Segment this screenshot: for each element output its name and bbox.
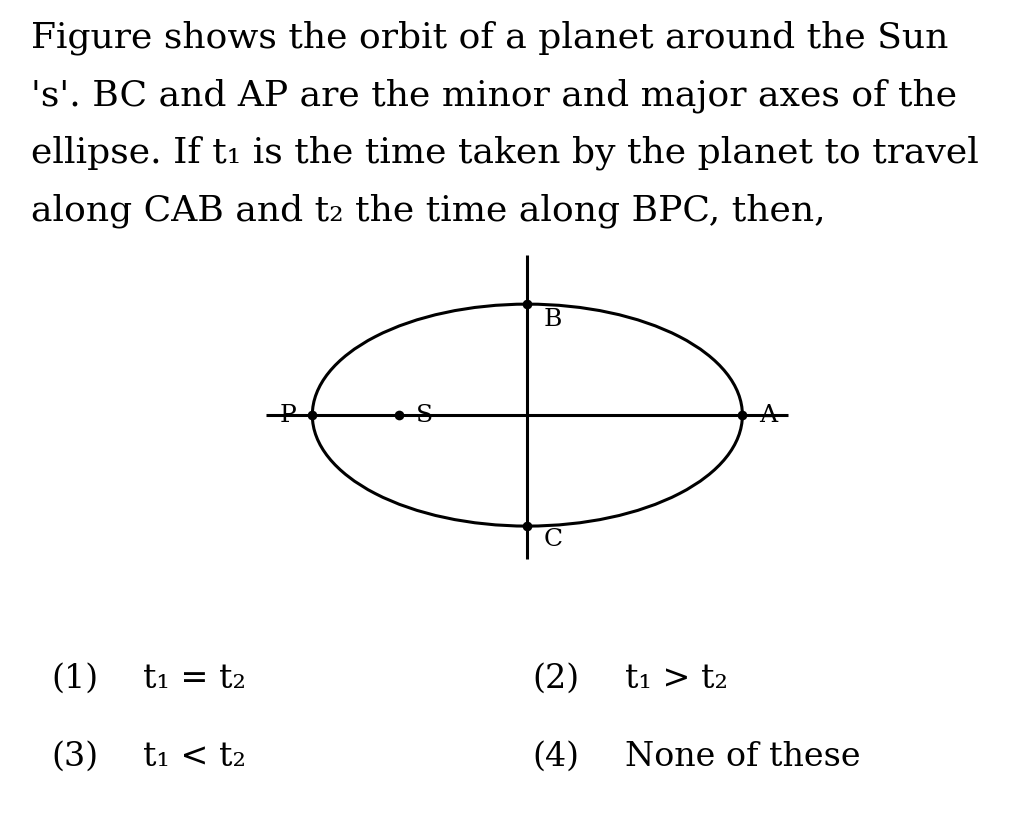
Text: along CAB and t₂ the time along BPC, then,: along CAB and t₂ the time along BPC, the…	[31, 193, 825, 228]
Text: t₁ < t₂: t₁ < t₂	[143, 741, 247, 773]
Text: None of these: None of these	[625, 741, 860, 773]
Text: B: B	[544, 308, 562, 331]
Text: P: P	[280, 404, 296, 427]
Text: C: C	[544, 528, 563, 551]
Text: (2): (2)	[532, 663, 580, 695]
Text: ellipse. If t₁ is the time taken by the planet to travel: ellipse. If t₁ is the time taken by the …	[31, 136, 979, 170]
Text: t₁ = t₂: t₁ = t₂	[143, 663, 247, 695]
Text: 's'. BC and AP are the minor and major axes of the: 's'. BC and AP are the minor and major a…	[31, 78, 956, 113]
Text: t₁ > t₂: t₁ > t₂	[625, 663, 728, 695]
Text: A: A	[759, 404, 777, 427]
Text: Figure shows the orbit of a planet around the Sun: Figure shows the orbit of a planet aroun…	[31, 21, 948, 55]
Text: S: S	[416, 404, 433, 427]
Text: (1): (1)	[51, 663, 98, 695]
Text: (3): (3)	[51, 741, 98, 773]
Text: (4): (4)	[532, 741, 580, 773]
